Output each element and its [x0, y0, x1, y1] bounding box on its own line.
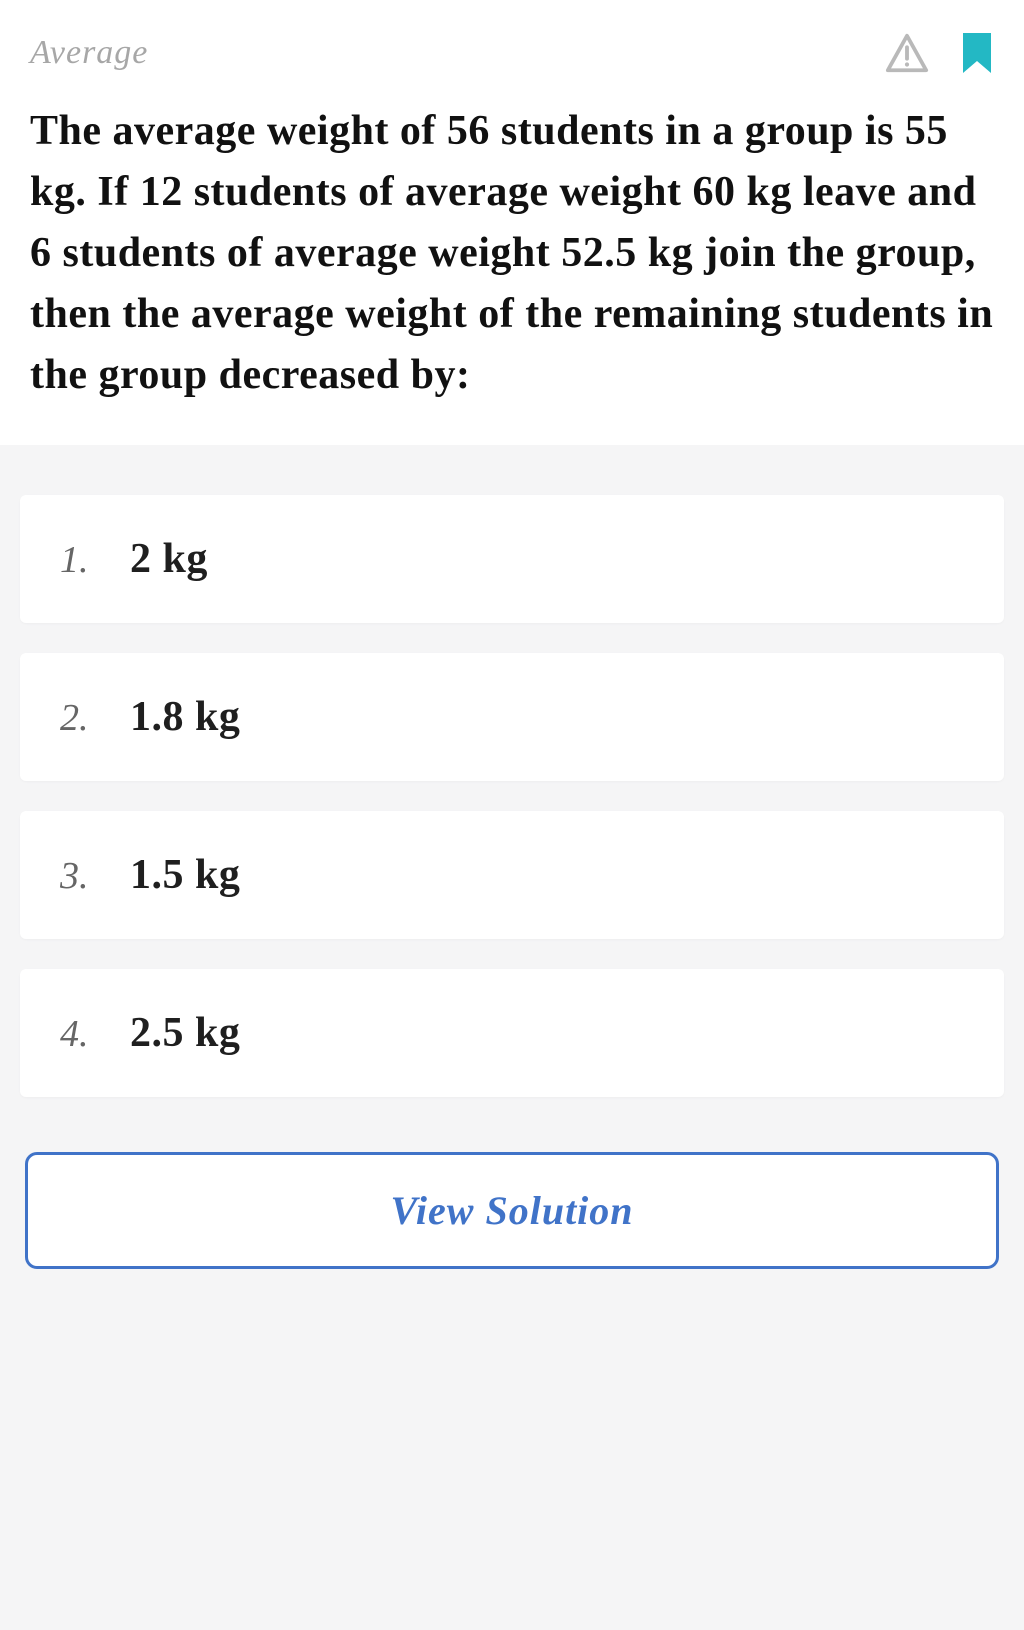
option-1[interactable]: 1. 2 kg — [20, 495, 1004, 623]
question-card: Average The average weight of 56 student… — [0, 0, 1024, 445]
option-3[interactable]: 3. 1.5 kg — [20, 811, 1004, 939]
question-text: The average weight of 56 students in a g… — [30, 101, 994, 405]
options-list: 1. 2 kg 2. 1.8 kg 3. 1.5 kg 4. 2.5 kg — [0, 445, 1024, 1097]
solution-section: View Solution — [0, 1097, 1024, 1269]
bookmark-icon[interactable] — [960, 31, 994, 75]
option-number: 4. — [60, 1012, 100, 1056]
option-number: 3. — [60, 854, 100, 898]
option-label: 1.5 kg — [130, 851, 240, 899]
option-label: 1.8 kg — [130, 693, 240, 741]
category-label: Average — [30, 34, 148, 72]
option-number: 1. — [60, 538, 100, 582]
screen-root: Average The average weight of 56 student… — [0, 0, 1024, 1309]
report-icon[interactable] — [884, 30, 930, 76]
option-label: 2.5 kg — [130, 1009, 240, 1057]
header-icons — [884, 30, 994, 76]
option-4[interactable]: 4. 2.5 kg — [20, 969, 1004, 1097]
view-solution-button[interactable]: View Solution — [25, 1152, 999, 1269]
question-header: Average — [30, 30, 994, 76]
option-number: 2. — [60, 696, 100, 740]
option-2[interactable]: 2. 1.8 kg — [20, 653, 1004, 781]
option-label: 2 kg — [130, 535, 208, 583]
